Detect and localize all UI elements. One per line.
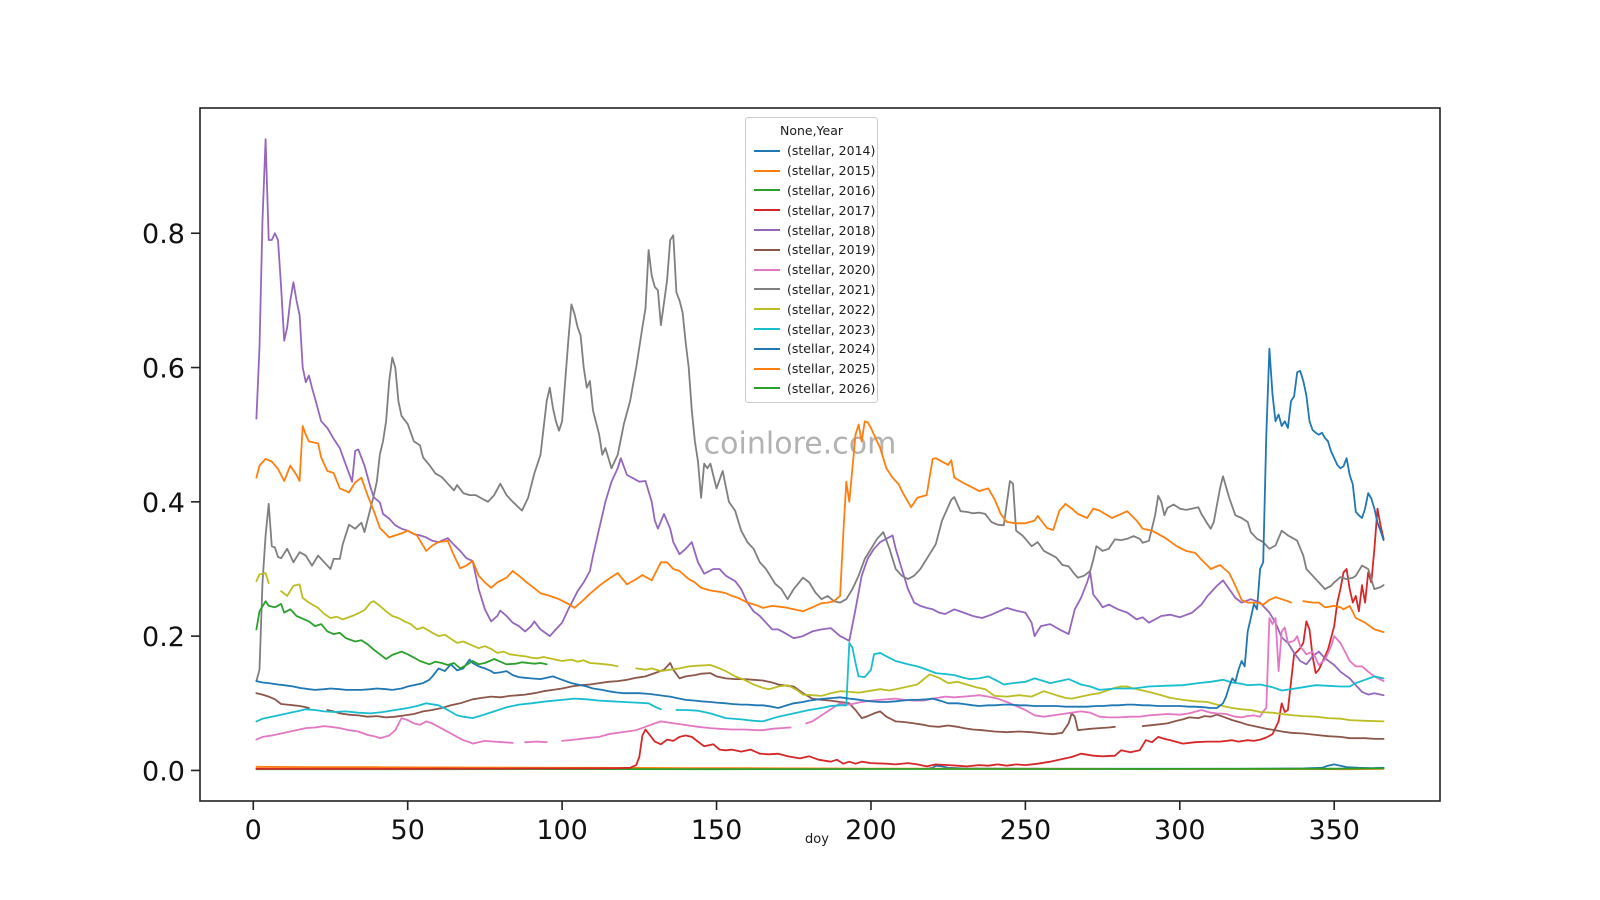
x-tick-label: 350: [1308, 815, 1360, 846]
legend-entry-stellar-2021: (stellar, 2021): [754, 280, 875, 300]
legend-swatch-stellar-2025: [754, 367, 780, 370]
legend-entry-stellar-2025: (stellar, 2025): [754, 359, 875, 379]
legend-entry-stellar-2020: (stellar, 2020): [754, 260, 875, 280]
legend-entry-stellar-2023: (stellar, 2023): [754, 319, 875, 339]
legend-swatch-stellar-2021: [754, 288, 780, 291]
legend-swatch-stellar-2019: [754, 248, 780, 251]
y-tick-label: 0.2: [142, 622, 185, 653]
legend-label: (stellar, 2020): [787, 262, 876, 278]
legend-entry-stellar-2022: (stellar, 2022): [754, 299, 875, 319]
legend-entry-stellar-2014: (stellar, 2014): [754, 141, 875, 161]
legend-label: (stellar, 2022): [787, 301, 876, 317]
series-line-stellar-2022: [255, 572, 1385, 723]
legend-swatch-stellar-2016: [754, 189, 780, 192]
legend-label: (stellar, 2026): [787, 380, 876, 396]
x-tick-label: 150: [691, 815, 743, 846]
legend-entry-stellar-2015: (stellar, 2015): [754, 161, 875, 181]
series-line-stellar-2021: [255, 234, 1385, 682]
legend-label: (stellar, 2024): [787, 341, 876, 357]
y-tick-label: 0.0: [142, 756, 185, 787]
y-tick-label: 0.8: [142, 219, 185, 250]
legend-label: (stellar, 2015): [787, 163, 876, 179]
x-tick-label: 200: [845, 815, 897, 846]
legend-entry-stellar-2017: (stellar, 2017): [754, 200, 875, 220]
legend-label: (stellar, 2023): [787, 321, 876, 337]
x-tick-label: 100: [536, 815, 588, 846]
legend-label: (stellar, 2025): [787, 361, 876, 377]
legend-entries: (stellar, 2014) (stellar, 2015) (stellar, …: [754, 141, 875, 399]
legend-entry-stellar-2024: (stellar, 2024): [754, 339, 875, 359]
legend-label: (stellar, 2018): [787, 222, 876, 238]
x-axis-label: doy: [805, 832, 829, 847]
legend-entry-stellar-2026: (stellar, 2026): [754, 379, 875, 399]
legend-swatch-stellar-2015: [754, 169, 780, 172]
x-tick-label: 0: [245, 815, 262, 846]
legend-swatch-stellar-2017: [754, 209, 780, 212]
series-line-stellar-2017: [255, 507, 1385, 770]
legend-swatch-stellar-2026: [754, 387, 780, 390]
series-line-stellar-2024: [255, 347, 1385, 709]
legend-entry-stellar-2016: (stellar, 2016): [754, 181, 875, 201]
legend: None,Year (stellar, 2014) (stellar, 2015)…: [745, 117, 878, 404]
series-line-stellar-2023: [255, 642, 1385, 723]
legend-title: None,Year: [779, 123, 844, 138]
legend-swatch-stellar-2022: [754, 308, 780, 311]
legend-swatch-stellar-2024: [754, 347, 780, 350]
series-line-stellar-2018: [255, 138, 1385, 697]
series-line-stellar-2026: [255, 600, 548, 670]
watermark: coinlore.com: [703, 426, 897, 462]
legend-entry-stellar-2019: (stellar, 2019): [754, 240, 875, 260]
legend-label: (stellar, 2014): [787, 143, 876, 159]
x-tick-label: 300: [1154, 815, 1206, 846]
legend-label: (stellar, 2017): [787, 202, 876, 218]
legend-label: (stellar, 2019): [787, 242, 876, 258]
legend-swatch-stellar-2023: [754, 328, 780, 331]
x-tick-label: 50: [391, 815, 425, 846]
series-line-stellar-2019: [255, 662, 1385, 740]
legend-label: (stellar, 2016): [787, 182, 876, 198]
y-tick-label: 0.4: [142, 488, 185, 519]
legend-swatch-stellar-2014: [754, 149, 780, 152]
axes-frame: [199, 107, 1441, 802]
series-line-stellar-2020: [255, 617, 1385, 745]
legend-swatch-stellar-2020: [754, 268, 780, 271]
legend-label: (stellar, 2021): [787, 281, 876, 297]
y-tick-label: 0.6: [142, 354, 185, 385]
legend-entry-stellar-2018: (stellar, 2018): [754, 220, 875, 240]
legend-swatch-stellar-2018: [754, 229, 780, 232]
x-tick-label: 250: [1000, 815, 1052, 846]
series-line-stellar-2025: [255, 420, 1385, 633]
